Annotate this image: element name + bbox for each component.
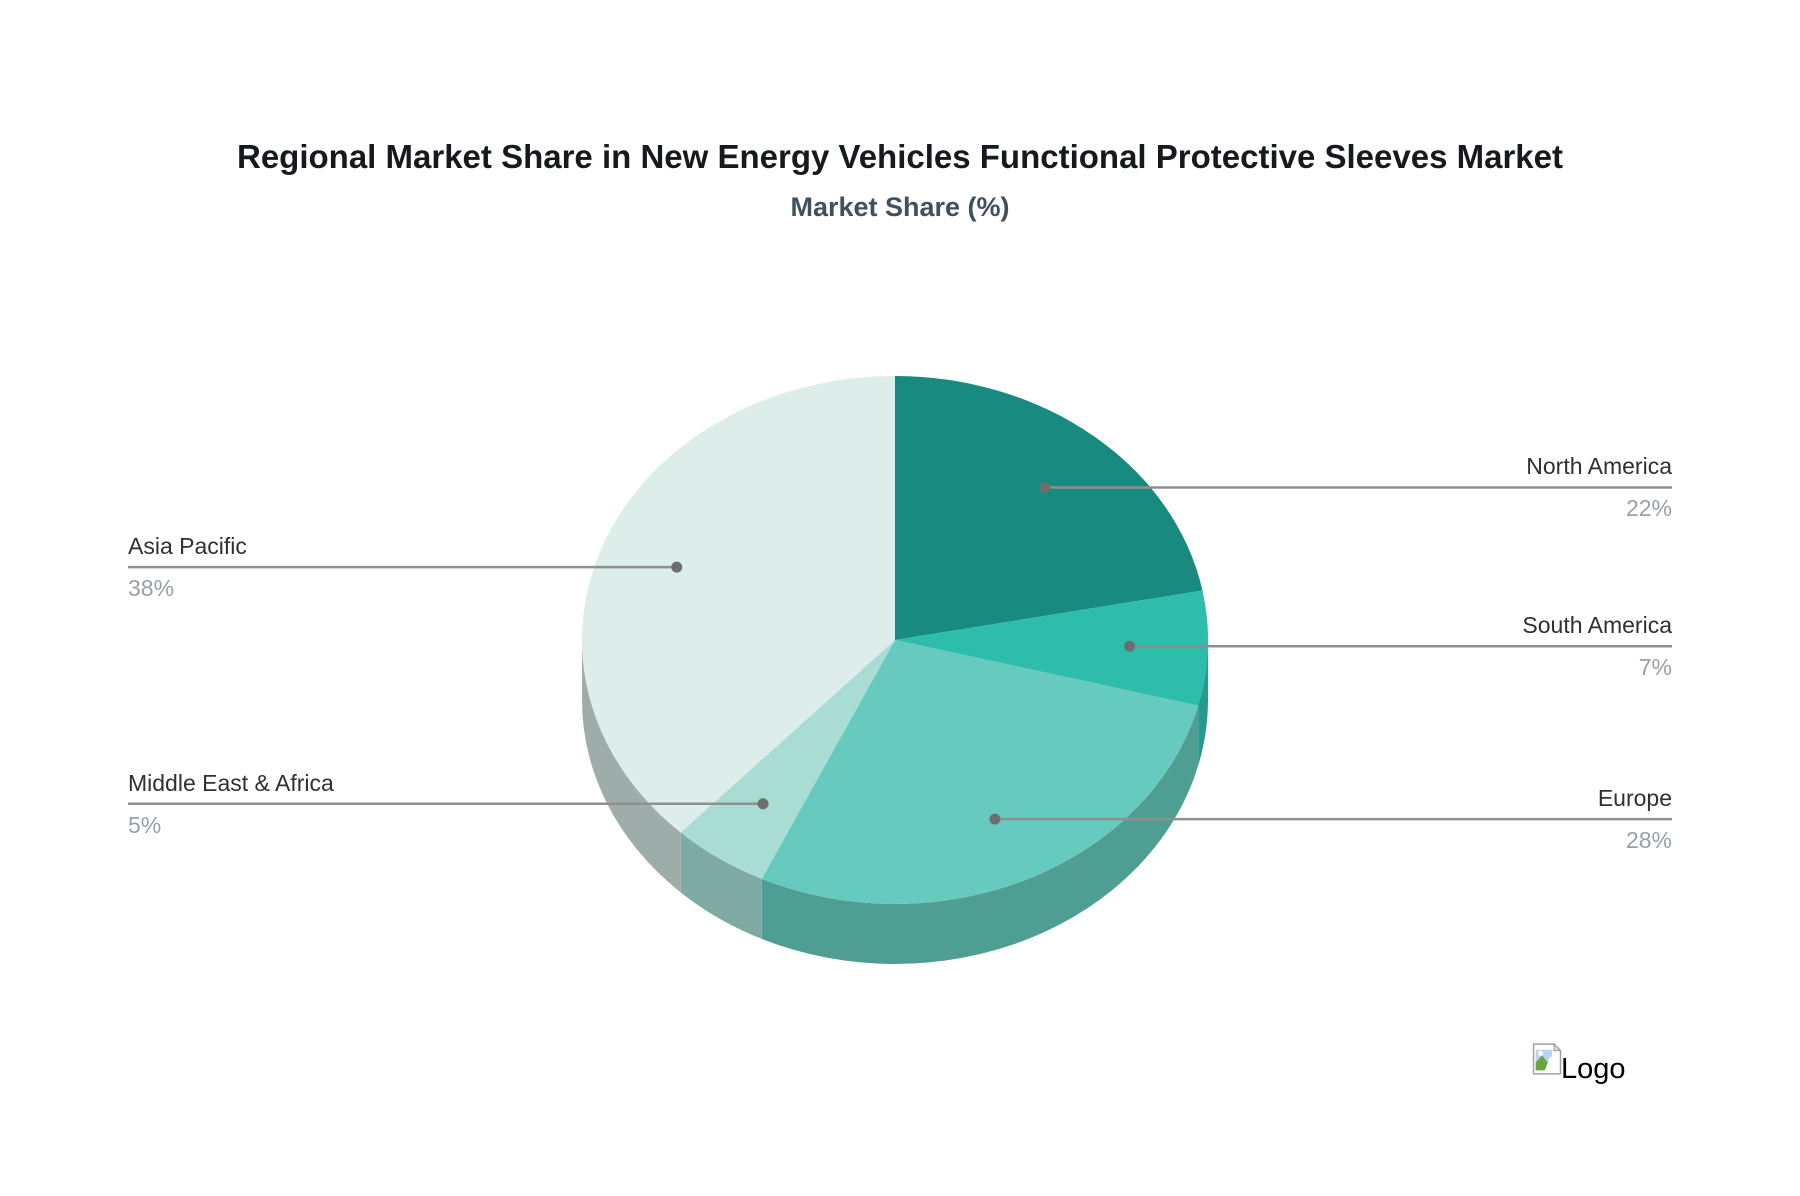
leader-dot-south-america [1124, 640, 1136, 652]
chart-title: Regional Market Share in New Energy Vehi… [237, 138, 1563, 175]
pie-slice-middle-east-africa-side [680, 832, 762, 939]
broken-image-icon [1532, 1042, 1562, 1075]
pie-slice-europe-side [761, 705, 1199, 964]
pie-slice-south-america-side [1198, 640, 1208, 766]
logo: Logo [1530, 1042, 1626, 1086]
pie-slice-north-america[interactable] [895, 376, 1203, 640]
leader-dot-north-america [1039, 481, 1051, 493]
pie-slice-asia-pacific[interactable] [582, 376, 895, 833]
leader-dot-middle-east-africa [757, 798, 769, 810]
leader-dot-asia-pacific [671, 561, 683, 573]
pie-slice-europe[interactable] [761, 640, 1199, 904]
chart-subtitle: Market Share (%) [790, 192, 1010, 222]
leader-dot-europe [989, 813, 1001, 825]
pie-slice-asia-pacific-side [582, 640, 681, 893]
pie-slice-south-america[interactable] [895, 590, 1209, 706]
pie-slice-middle-east-africa[interactable] [680, 640, 895, 879]
logo-text: Logo [1561, 1053, 1626, 1085]
